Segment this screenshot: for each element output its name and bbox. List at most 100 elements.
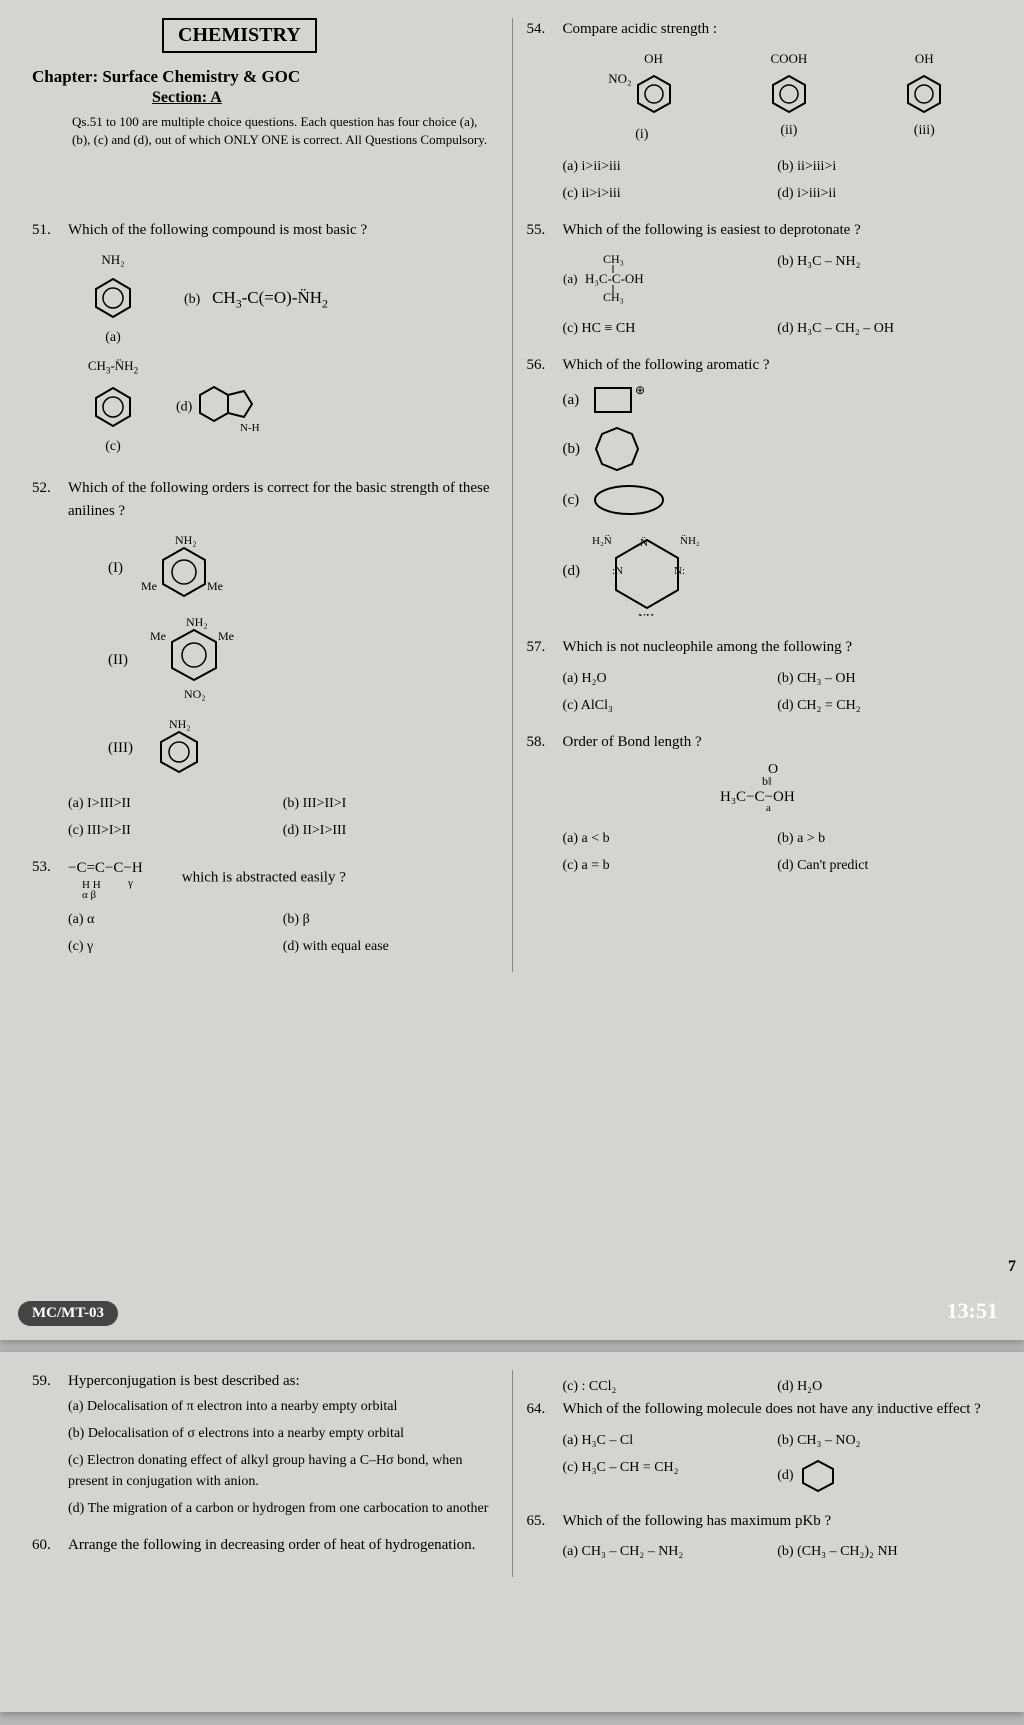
- question-body: −C=C−C−H H H α β γ which is abstracted e…: [68, 856, 498, 960]
- option-c: (c): [563, 482, 993, 518]
- question-number: 53.: [32, 856, 68, 960]
- svg-text:NO₂: NO₂: [184, 687, 206, 701]
- struct-d: (d) N-H: [176, 375, 266, 439]
- top-group: OH: [632, 49, 676, 69]
- formula-top: CH3-N̈H2: [68, 356, 158, 378]
- molecule-label: (i): [608, 124, 675, 145]
- option-a: (a) a < b: [563, 825, 778, 852]
- svg-text:a: a: [766, 802, 771, 811]
- right-column: 55. Which of the following is easiest to…: [513, 219, 1001, 972]
- roman-label: (II): [108, 649, 128, 672]
- header-left: CHEMISTRY Chapter: Surface Chemistry & G…: [24, 18, 513, 219]
- question-text: Which of the following aromatic ?: [563, 357, 770, 373]
- molecule-ii: COOH (ii): [767, 49, 811, 146]
- option-a: (a) H₂O: [563, 665, 778, 692]
- page2-columns: 59. Hyperconjugation is best described a…: [24, 1370, 1000, 1577]
- option-a: (a) Delocalisation of π electron into a …: [68, 1393, 498, 1420]
- options-list: (a) Delocalisation of π electron into a …: [68, 1393, 498, 1522]
- option-c: (c) HC ≡ CH: [563, 315, 778, 342]
- svg-text:CH₃: CH₃: [603, 252, 624, 266]
- main-columns: 51. Which of the following compound is m…: [24, 219, 1000, 972]
- question-59: 59. Hyperconjugation is best described a…: [32, 1370, 498, 1522]
- svg-text:NH₂: NH₂: [169, 717, 191, 731]
- molecule-i: NO₂ OH (i): [608, 49, 675, 146]
- aniline-icon: [88, 273, 138, 323]
- question-58: 58. Order of Bond length ? O b‖ H₃C−C−OH…: [527, 731, 993, 879]
- allyl-formula-icon: −C=C−C−H H H α β γ: [68, 856, 178, 900]
- options-row: (a) I>III>II (b) III>II>I (c) III>I>II (…: [68, 790, 498, 844]
- svg-text:Me: Me: [207, 579, 223, 593]
- question-body: Which of the following compound is most …: [68, 219, 498, 465]
- structure-III: (III) NH₂: [108, 716, 498, 780]
- question-body: Which of the following has maximum pKb ?…: [563, 1510, 993, 1566]
- options-row: (a) a < b (b) a > b (c) a = b (d) Can't …: [563, 825, 993, 879]
- aromatic-options: (a) ⊕ (b) (c) (d): [563, 384, 993, 616]
- question-text: Which of the following molecule does not…: [563, 1401, 981, 1417]
- option-b: (b) H₃C – NH₂: [777, 248, 992, 315]
- nitro-dimethylaniline-icon: NH₂ Me Me NO₂: [144, 614, 244, 706]
- struct-b: (b) CH3-C(=O)-N̈H2: [176, 285, 336, 313]
- chemical-formula: CH3-C(=O)-N̈H2: [212, 288, 328, 307]
- option-b: (b) CH₃ – OH: [777, 665, 992, 692]
- options-row: (a) H₂O (b) CH₃ – OH (c) AlCl₃ (d) CH₂ =…: [563, 665, 993, 719]
- question-text: Which of the following has maximum pKb ?: [563, 1513, 832, 1529]
- question-number: 64.: [527, 1398, 563, 1498]
- page-number: 7: [1008, 1258, 1016, 1276]
- question-text: Which of the following orders is correct…: [68, 480, 490, 519]
- option-a: (a) i>ii>iii: [563, 153, 778, 180]
- question-51: 51. Which of the following compound is m…: [32, 219, 498, 465]
- option-label: (b): [184, 292, 200, 307]
- option-c: (c) Electron donating effect of alkyl gr…: [68, 1447, 498, 1495]
- option-d: (d): [777, 1454, 992, 1498]
- option-d: (d) H₃C – CH₂ – OH: [777, 315, 992, 342]
- option-a: (a) α: [68, 906, 283, 933]
- roman-label: (I): [108, 557, 123, 580]
- svg-text:H₃C-C-OH: H₃C-C-OH: [585, 271, 644, 286]
- header-row: CHEMISTRY Chapter: Surface Chemistry & G…: [24, 18, 1000, 219]
- option-a: (a) CH₃ – CH₂ – NH₂: [563, 1538, 778, 1565]
- option-d: (d) i>iii>ii: [777, 180, 992, 207]
- question-60: 60. Arrange the following in decreasing …: [32, 1534, 498, 1557]
- option-a: (a) ⊕: [563, 384, 993, 416]
- question-52: 52. Which of the following orders is cor…: [32, 477, 498, 844]
- option-c: (c) III>I>II: [68, 817, 283, 844]
- subject-box: CHEMISTRY: [162, 18, 317, 53]
- question-number: 65.: [527, 1510, 563, 1566]
- benzene-icon: [632, 72, 676, 116]
- options-row: (a) H₃C – Cl (b) CH₃ – NO₂ (c) H₃C – CH …: [563, 1427, 993, 1498]
- option-d: (d) II>I>III: [283, 817, 498, 844]
- structure-I: (I) NH₂ Me Me: [108, 532, 498, 604]
- question-body: Which of the following orders is correct…: [68, 477, 498, 844]
- svg-text:NH₂: NH₂: [175, 533, 197, 547]
- option-d: (d) H₂O: [777, 1376, 992, 1398]
- question-text: which is abstracted easily ?: [182, 870, 346, 886]
- benzylamine-icon: [88, 382, 138, 432]
- option-d: (d) The migration of a carbon or hydroge…: [68, 1495, 498, 1522]
- question-56: 56. Which of the following aromatic ? (a…: [527, 354, 993, 625]
- svg-text:NH₂: NH₂: [638, 612, 658, 616]
- question-text: Order of Bond length ?: [563, 734, 702, 750]
- svg-text:−C=C−C−H: −C=C−C−H: [68, 860, 143, 876]
- option-b: (b) CH₃ – NO₂: [777, 1427, 992, 1454]
- option-d: (d) Can't predict: [777, 852, 992, 879]
- question-number: 54.: [527, 18, 563, 207]
- option-a: (a) CH₃ H₃C-C-OH CH₃: [563, 248, 778, 315]
- worksheet-page-1: CHEMISTRY Chapter: Surface Chemistry & G…: [0, 0, 1024, 1340]
- svg-text::N: :N: [612, 565, 623, 577]
- svg-text:NH₂: NH₂: [186, 615, 208, 629]
- structure-options-2: CH3-N̈H2 (c) (d) N-H: [68, 356, 498, 457]
- question-body: Arrange the following in decreasing orde…: [68, 1534, 498, 1557]
- option-b: (b) (CH₃ – CH₂)₂ NH: [777, 1538, 992, 1565]
- molecule-row: NO₂ OH (i) COOH (ii): [563, 49, 993, 146]
- svg-text:⊕: ⊕: [635, 384, 645, 397]
- option-c: (c) : CCl₂: [563, 1376, 778, 1398]
- option-c: (c) H₃C – CH = CH₂: [563, 1454, 778, 1498]
- question-number: 59.: [32, 1370, 68, 1522]
- option-b: (b) β: [283, 906, 498, 933]
- section-label: Section: A: [152, 89, 498, 107]
- option-d: (d) with equal ease: [283, 933, 498, 960]
- option-label: (d): [563, 560, 581, 583]
- option-label: (c): [563, 489, 580, 512]
- option-c: (c) a = b: [563, 852, 778, 879]
- svg-text:N:: N:: [674, 565, 685, 577]
